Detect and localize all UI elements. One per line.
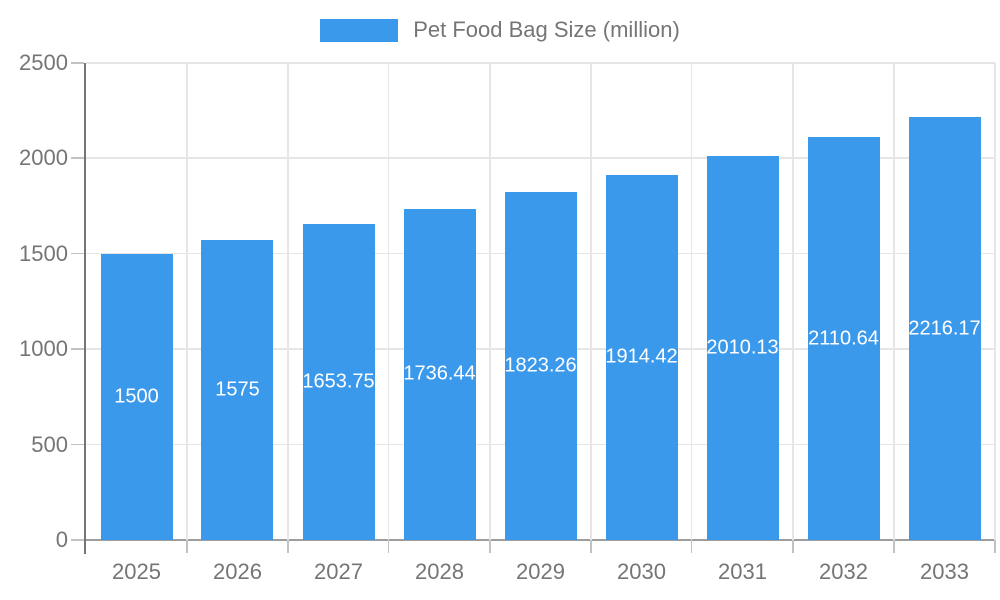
y-tick-mark bbox=[71, 348, 84, 350]
horizontal-gridline bbox=[86, 157, 995, 159]
bar-value-label: 1653.75 bbox=[302, 370, 375, 393]
x-axis-line bbox=[86, 539, 995, 541]
vertical-gridline bbox=[590, 63, 592, 540]
bar: 1823.26 bbox=[504, 192, 577, 540]
horizontal-gridline bbox=[86, 62, 995, 64]
x-tick-mark bbox=[287, 540, 289, 553]
x-category-label: 2030 bbox=[617, 559, 666, 584]
y-tick-mark bbox=[71, 157, 84, 159]
bar: 1914.42 bbox=[605, 174, 678, 540]
x-category-label: 2026 bbox=[213, 559, 262, 584]
x-tick-mark bbox=[590, 540, 592, 553]
x-category-label: 2031 bbox=[718, 559, 767, 584]
y-tick-label: 0 bbox=[55, 527, 68, 552]
y-axis-labels: 0 500 1000 1500 2000 2500 bbox=[0, 50, 68, 552]
bar: 2010.13 bbox=[706, 156, 779, 540]
x-category-label: 2025 bbox=[112, 559, 161, 584]
x-category-label: 2027 bbox=[314, 559, 363, 584]
bar-value-label: 1736.44 bbox=[403, 362, 476, 385]
bar: 1736.44 bbox=[403, 208, 476, 540]
bar: 1653.75 bbox=[302, 224, 375, 540]
bar: 1575 bbox=[201, 239, 274, 540]
y-tick-mark bbox=[71, 62, 84, 64]
plot-area: 1500 1575 1653.75 1736.44 1823.26 1914.42 2010… bbox=[71, 62, 996, 554]
x-tick-mark bbox=[994, 540, 996, 553]
y-tick-label: 2500 bbox=[19, 50, 68, 75]
vertical-gridline bbox=[387, 63, 390, 540]
x-category-label: 2032 bbox=[819, 559, 868, 584]
y-tick-mark bbox=[71, 252, 84, 255]
x-tick-mark bbox=[893, 540, 895, 553]
x-tick-mark bbox=[489, 540, 491, 553]
legend-swatch bbox=[320, 18, 399, 42]
x-tick-mark bbox=[186, 540, 188, 553]
vertical-gridline bbox=[690, 63, 693, 540]
vertical-gridline bbox=[893, 63, 895, 540]
bar-value-label: 1500 bbox=[114, 385, 159, 408]
y-tick-label: 1500 bbox=[19, 240, 68, 266]
x-category-label: 2029 bbox=[516, 559, 565, 584]
bar: 2110.64 bbox=[807, 137, 880, 540]
bar: 1500 bbox=[100, 253, 173, 540]
x-category-label: 2033 bbox=[920, 559, 969, 584]
bar-value-label: 1575 bbox=[215, 378, 260, 401]
y-axis-line bbox=[84, 63, 86, 554]
bar-value-label: 2010.13 bbox=[706, 336, 779, 359]
x-tick-mark bbox=[387, 540, 390, 553]
y-tick-label: 2000 bbox=[19, 145, 68, 171]
x-axis-labels: 2025 2026 2027 2028 2029 2030 2031 2032 2033 bbox=[86, 559, 995, 589]
x-tick-mark bbox=[792, 540, 794, 553]
vertical-gridline bbox=[287, 63, 289, 540]
x-category-label: 2028 bbox=[415, 559, 464, 584]
bar-value-label: 1914.42 bbox=[605, 345, 678, 368]
vertical-gridline bbox=[186, 63, 188, 540]
vertical-gridline bbox=[792, 63, 794, 540]
vertical-gridline bbox=[994, 63, 996, 540]
legend-label: Pet Food Bag Size (million) bbox=[413, 17, 680, 42]
y-tick-mark bbox=[71, 443, 84, 446]
x-tick-mark bbox=[690, 540, 693, 553]
y-tick-label: 1000 bbox=[19, 336, 68, 362]
bar-value-label: 1823.26 bbox=[504, 354, 577, 377]
legend: Pet Food Bag Size (million) bbox=[0, 17, 1000, 43]
bar-value-label: 2216.17 bbox=[908, 317, 981, 340]
y-tick-label: 500 bbox=[31, 431, 68, 457]
y-tick-mark bbox=[71, 539, 84, 541]
bar: 2216.17 bbox=[908, 117, 981, 540]
bar-value-label: 2110.64 bbox=[808, 327, 879, 350]
vertical-gridline bbox=[489, 63, 491, 540]
